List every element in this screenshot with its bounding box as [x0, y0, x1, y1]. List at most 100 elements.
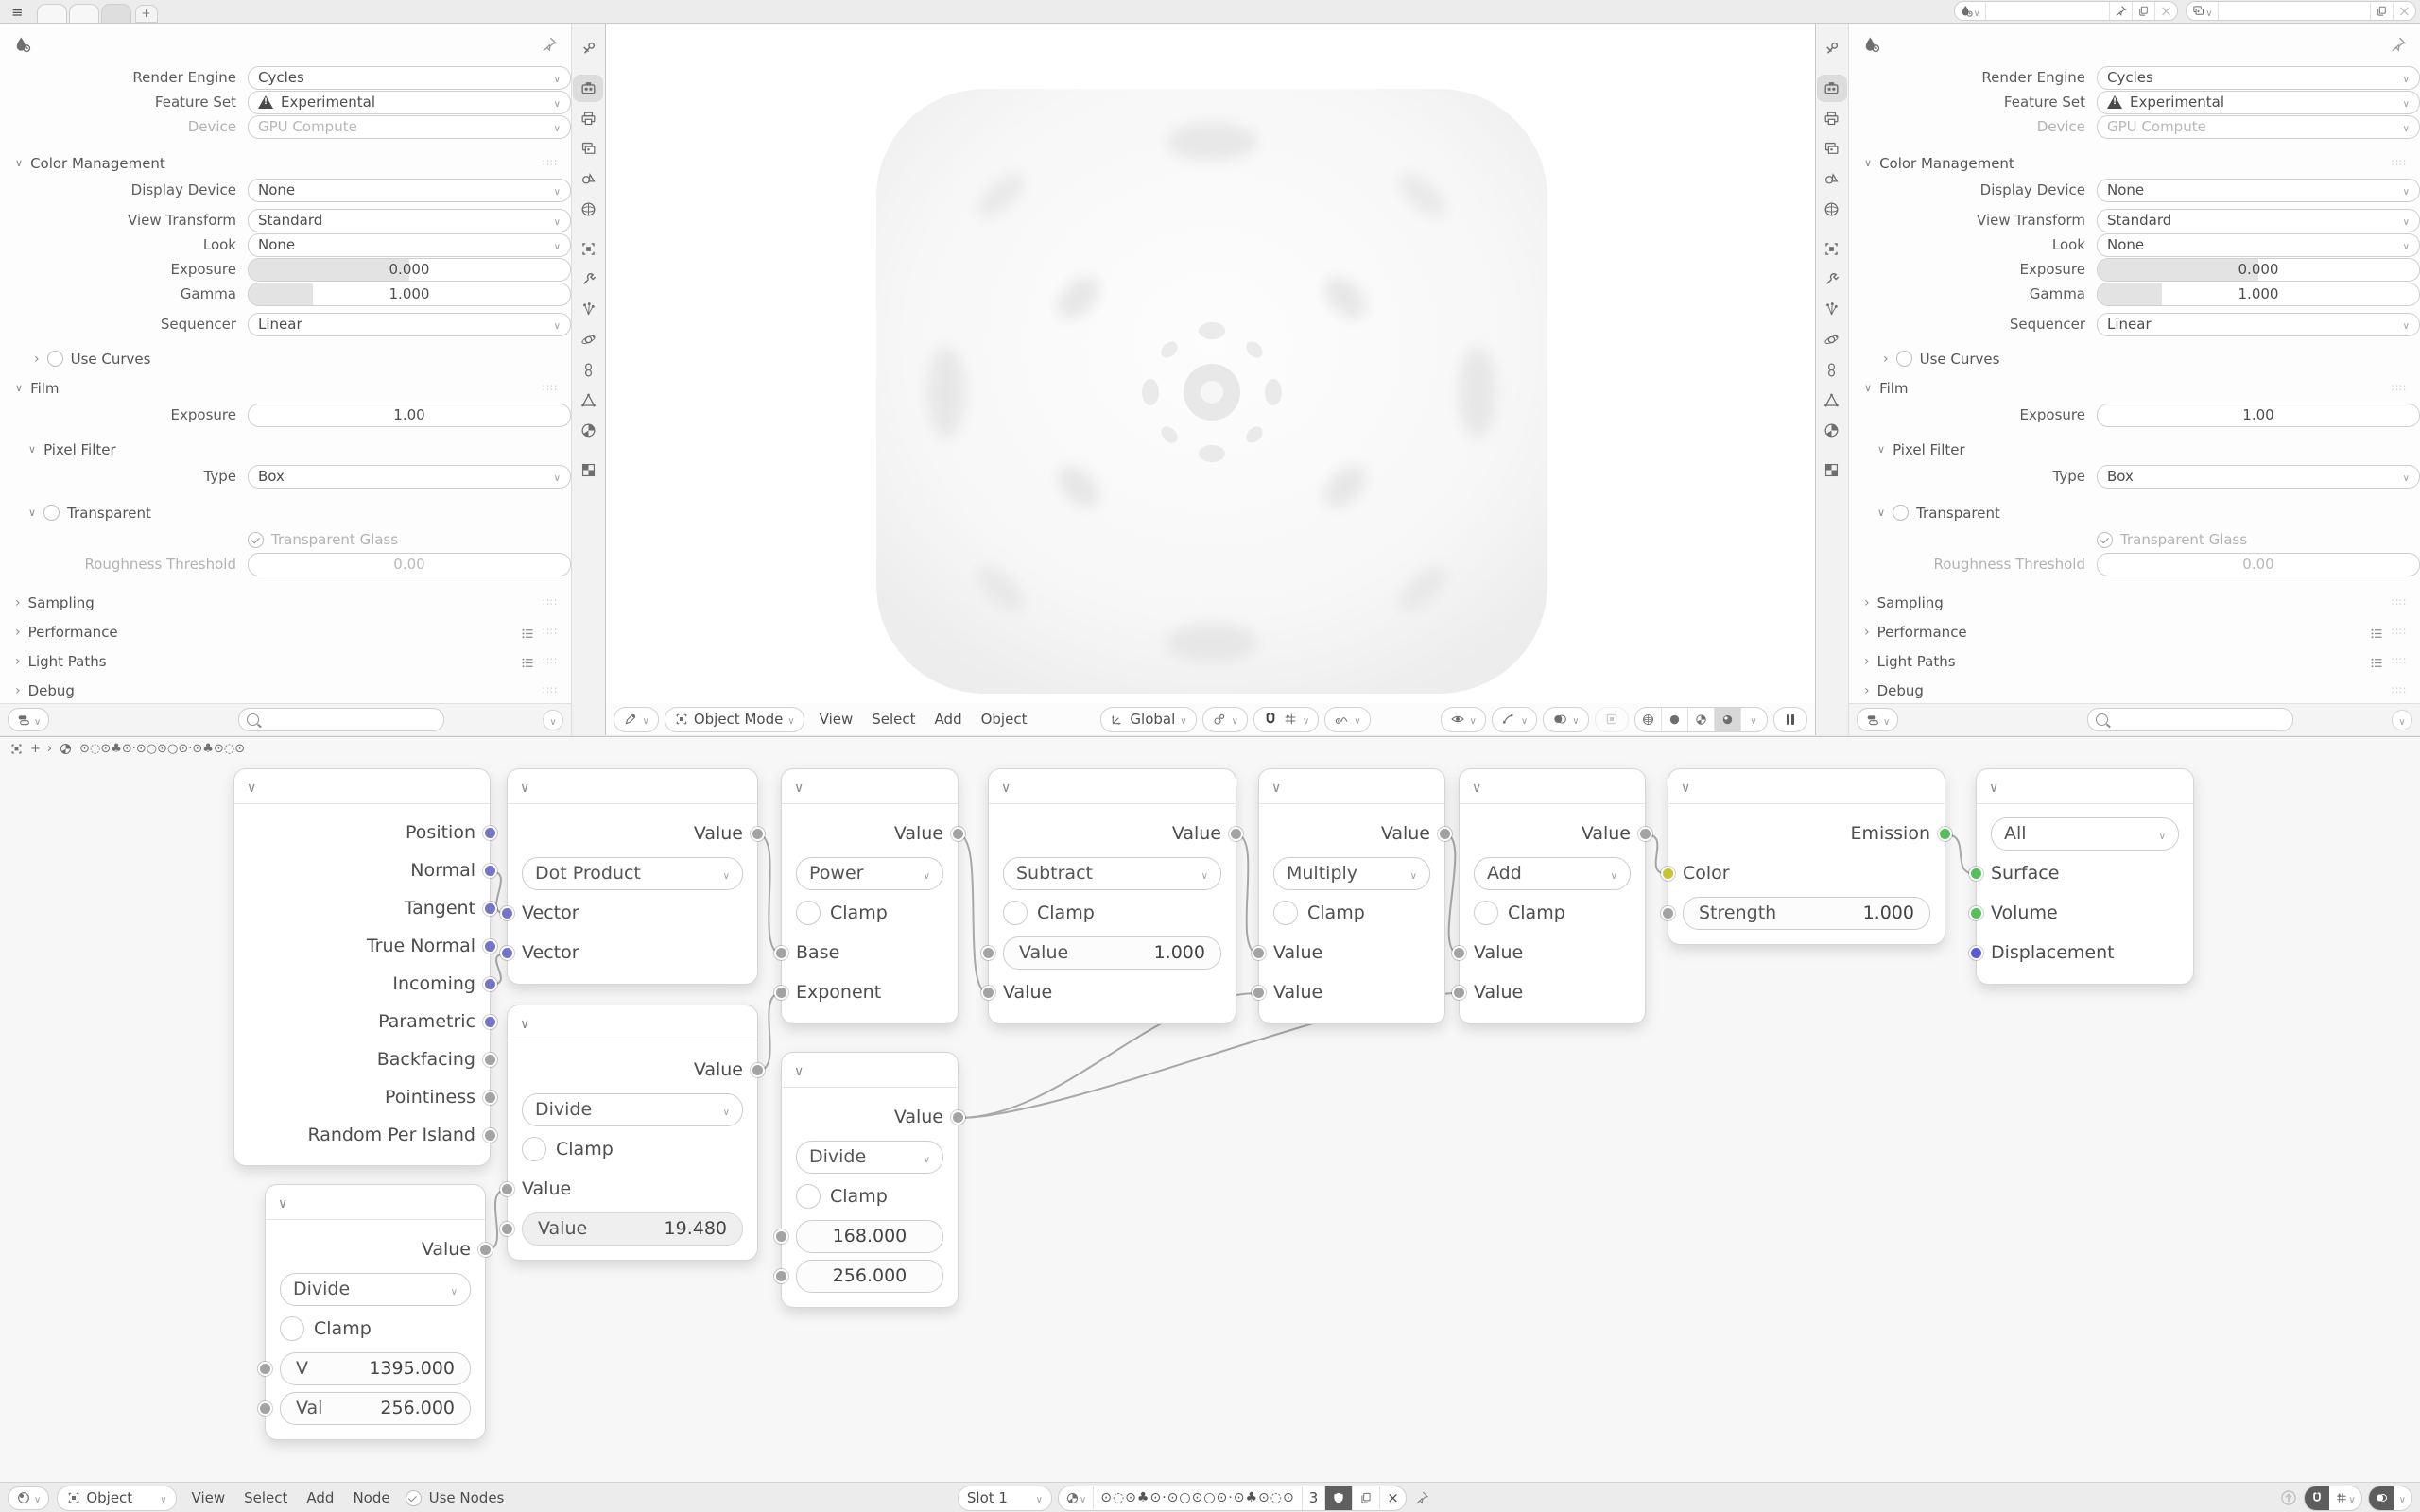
clamp-checkbox[interactable] — [796, 1184, 821, 1209]
operation-dropdown[interactable]: Divide — [280, 1272, 471, 1306]
tab-particles[interactable] — [573, 296, 603, 323]
material-users-count[interactable]: 3 — [1303, 1486, 1326, 1510]
socket-true-normal-out[interactable] — [483, 938, 497, 954]
socket-emission-out[interactable] — [1938, 826, 1952, 841]
transparent-glass-checkbox[interactable] — [248, 531, 264, 548]
operation-dropdown[interactable]: Divide — [796, 1140, 943, 1174]
viewlayer-name[interactable] — [2219, 2, 2371, 20]
section-film[interactable]: Film∷∷ — [1849, 373, 2420, 403]
scene-icon[interactable] — [1955, 2, 1986, 20]
pin-icon[interactable] — [2390, 36, 2407, 53]
tab-tool[interactable] — [1817, 35, 1847, 62]
value-field[interactable]: Val 256.000 — [280, 1391, 471, 1425]
collapse-chevron[interactable] — [2392, 709, 2412, 730]
material-name-field[interactable]: ⊙◌⊙♣⊙·⊙○⊙○⊙·⊙♣⊙◌⊙ — [1094, 1486, 1303, 1510]
socket-color-in[interactable] — [1661, 866, 1675, 881]
overlay-dropdown[interactable] — [2394, 1486, 2411, 1510]
socket-normal-out[interactable] — [483, 863, 497, 878]
transparent-checkbox[interactable] — [1893, 505, 1910, 521]
node-header[interactable] — [1259, 769, 1444, 804]
look-dropdown[interactable]: None — [2097, 232, 2420, 257]
roughness-threshold-field[interactable]: 0.00 — [248, 552, 571, 576]
operation-dropdown[interactable]: Add — [1474, 856, 1631, 890]
socket-value2-in[interactable] — [500, 1221, 514, 1236]
tab-render[interactable] — [1816, 75, 1847, 102]
section-light-paths[interactable]: Light Paths ∷∷ — [1849, 646, 2420, 676]
gamma-slider[interactable]: 1.000 — [248, 282, 571, 306]
socket-value2-in[interactable] — [1252, 985, 1266, 1000]
view-transform-dropdown[interactable]: Standard — [2097, 208, 2420, 232]
socket-value2-in[interactable] — [774, 1268, 788, 1283]
viewlayer-selector[interactable]: × — [2186, 1, 2416, 21]
node-header[interactable] — [1668, 769, 1945, 804]
socket-value-out[interactable] — [1638, 826, 1652, 841]
socket-random-per-island-out[interactable] — [483, 1127, 497, 1143]
feature-set-dropdown[interactable]: Experimental — [2097, 90, 2420, 114]
socket-value2-in[interactable] — [1452, 985, 1466, 1000]
tab-modifiers[interactable] — [573, 266, 603, 293]
gizmo-dropdown[interactable] — [1491, 706, 1538, 732]
operation-dropdown[interactable]: Divide — [522, 1092, 743, 1126]
section-sampling[interactable]: Sampling∷∷ — [1849, 588, 2420, 617]
clamp-checkbox[interactable] — [522, 1137, 546, 1161]
render-pause-button[interactable] — [1772, 706, 1807, 732]
workspace-tab-1[interactable] — [36, 4, 67, 23]
value-field[interactable]: 256.000 — [796, 1259, 943, 1293]
socket-strength-in[interactable] — [1661, 905, 1675, 920]
sequencer-dropdown[interactable]: Linear — [248, 312, 571, 336]
look-dropdown[interactable]: None — [248, 232, 571, 257]
snap-dropdown[interactable] — [1253, 706, 1320, 732]
socket-value-out[interactable] — [951, 826, 965, 841]
pivot-dropdown[interactable] — [1201, 706, 1248, 732]
socket-surface-in[interactable] — [1969, 866, 1983, 881]
tab-tool[interactable] — [573, 35, 603, 62]
value-field[interactable]: V 1395.000 — [280, 1351, 471, 1385]
section-performance[interactable]: Performance ∷∷ — [0, 617, 571, 646]
socket-vector1-in[interactable] — [500, 905, 514, 920]
workspace-tab-2[interactable] — [68, 4, 99, 23]
display-device-dropdown[interactable]: None — [248, 178, 571, 202]
new-material-copy-icon[interactable] — [1353, 1486, 1381, 1510]
socket-value-out[interactable] — [1438, 826, 1452, 841]
node-header[interactable] — [782, 1053, 958, 1088]
overlay-toggle[interactable] — [2368, 1486, 2394, 1510]
material-slot-dropdown[interactable]: Slot 1 — [957, 1485, 1052, 1511]
tab-object[interactable] — [1817, 235, 1847, 263]
shading-options-chevron[interactable] — [1741, 708, 1767, 731]
socket-value-out[interactable] — [478, 1242, 493, 1257]
socket-value1-in[interactable] — [774, 1228, 788, 1244]
subsection-transparent[interactable]: Transparent — [0, 498, 571, 527]
node-header[interactable] — [234, 769, 490, 804]
tab-object-data[interactable] — [1817, 387, 1847, 414]
subsection-pixel-filter[interactable]: Pixel Filter — [0, 435, 571, 464]
socket-value-out[interactable] — [751, 826, 765, 841]
use-curves-checkbox[interactable] — [1895, 351, 1912, 367]
node-material-output[interactable]: All Surface Volume Displacement — [1969, 768, 2194, 985]
node-header[interactable] — [782, 769, 958, 804]
socket-value1-in[interactable] — [500, 1181, 514, 1196]
pixel-filter-type-dropdown[interactable]: Box — [2097, 464, 2420, 489]
subsection-use-curves[interactable]: Use Curves — [1849, 344, 2420, 373]
section-debug[interactable]: Debug∷∷ — [0, 676, 571, 705]
snap-target-dropdown[interactable] — [2329, 1486, 2360, 1510]
proportional-edit-dropdown[interactable] — [1324, 706, 1371, 732]
node-math-divide-b[interactable]: Value Divide Clamp 168.000 256.000 — [774, 1052, 965, 1308]
sequencer-dropdown[interactable]: Linear — [2097, 312, 2420, 336]
subsection-pixel-filter[interactable]: Pixel Filter — [1849, 435, 2420, 464]
operation-dropdown[interactable]: Subtract — [1003, 856, 1221, 890]
tab-constraints[interactable] — [1817, 356, 1847, 384]
section-debug[interactable]: Debug∷∷ — [1849, 676, 2420, 705]
tab-view-layer[interactable] — [573, 135, 603, 163]
menu-view[interactable]: View — [191, 1489, 226, 1506]
node-math-power[interactable]: Value Power Clamp Base Exponent — [774, 768, 965, 1024]
node-header[interactable] — [266, 1185, 485, 1220]
value-field[interactable]: Value 1.000 — [1003, 936, 1221, 970]
shader-type-dropdown[interactable]: Object — [57, 1485, 177, 1511]
shading-solid-button[interactable] — [1662, 707, 1688, 731]
tab-texture[interactable] — [573, 456, 603, 484]
socket-tangent-out[interactable] — [483, 901, 497, 916]
editor-type-button[interactable] — [1857, 708, 1899, 731]
